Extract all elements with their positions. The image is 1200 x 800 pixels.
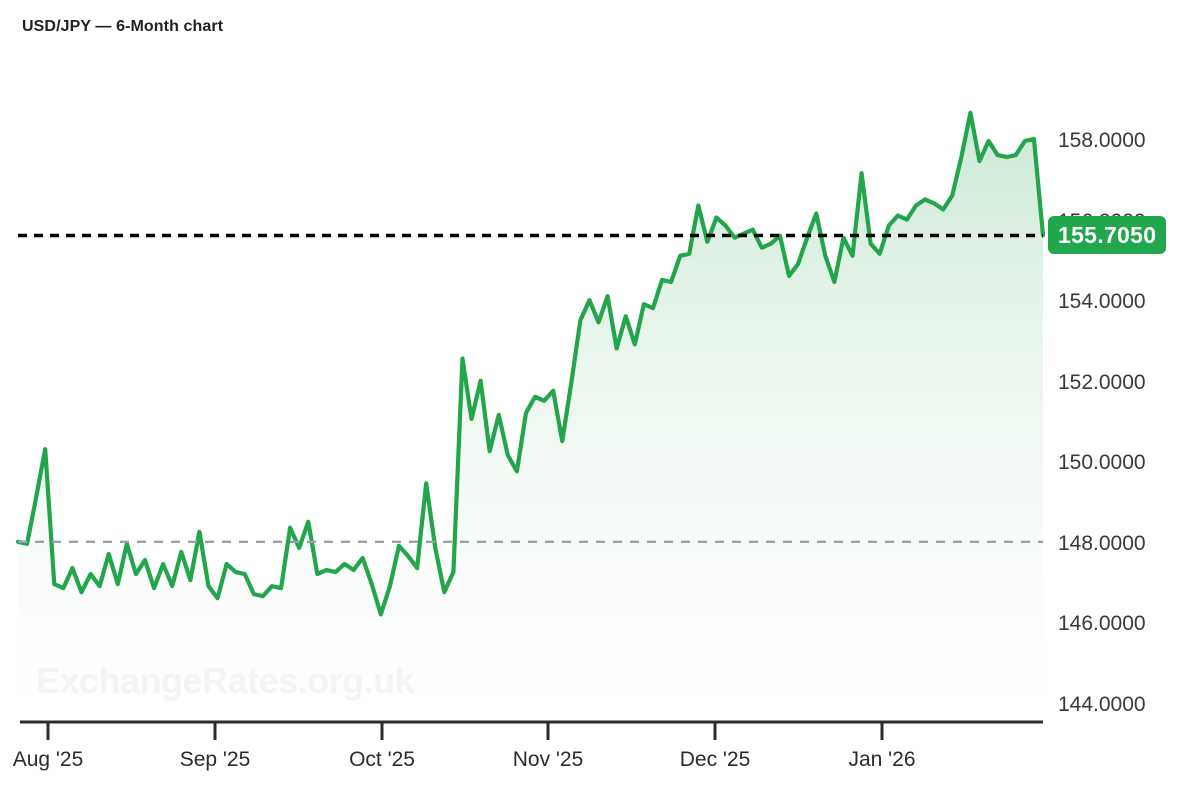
x-axis-tick-label: Oct '25 [349, 748, 415, 771]
y-axis-tick-label: 144.0000 [1058, 693, 1146, 716]
x-axis-tick-label: Jan '26 [848, 748, 916, 771]
y-axis-tick-label: 158.0000 [1058, 129, 1146, 152]
x-axis-ticks [46, 722, 884, 740]
y-axis-tick-label: 150.0000 [1058, 451, 1146, 475]
x-axis-tick-label: Dec '25 [679, 748, 751, 771]
price-line [15, 110, 1046, 617]
price-area-fill [18, 112, 1043, 723]
x-axis [20, 720, 1043, 740]
x-axis-tick-label: Nov '25 [512, 748, 584, 771]
y-axis-tick-label: 152.0000 [1058, 370, 1146, 394]
y-axis-tick-label: 148.0000 [1058, 531, 1146, 555]
y-axis-tick-label: 154.0000 [1058, 290, 1146, 314]
current-price-badge[interactable]: 155.7050 [1048, 216, 1167, 255]
page-title: USD/JPY — 6-Month chart [22, 18, 224, 35]
x-axis-tick-label: Aug '25 [12, 748, 84, 771]
y-axis-tick-label: 146.0000 [1058, 612, 1146, 636]
x-axis-tick-label: Sep '25 [179, 748, 251, 771]
